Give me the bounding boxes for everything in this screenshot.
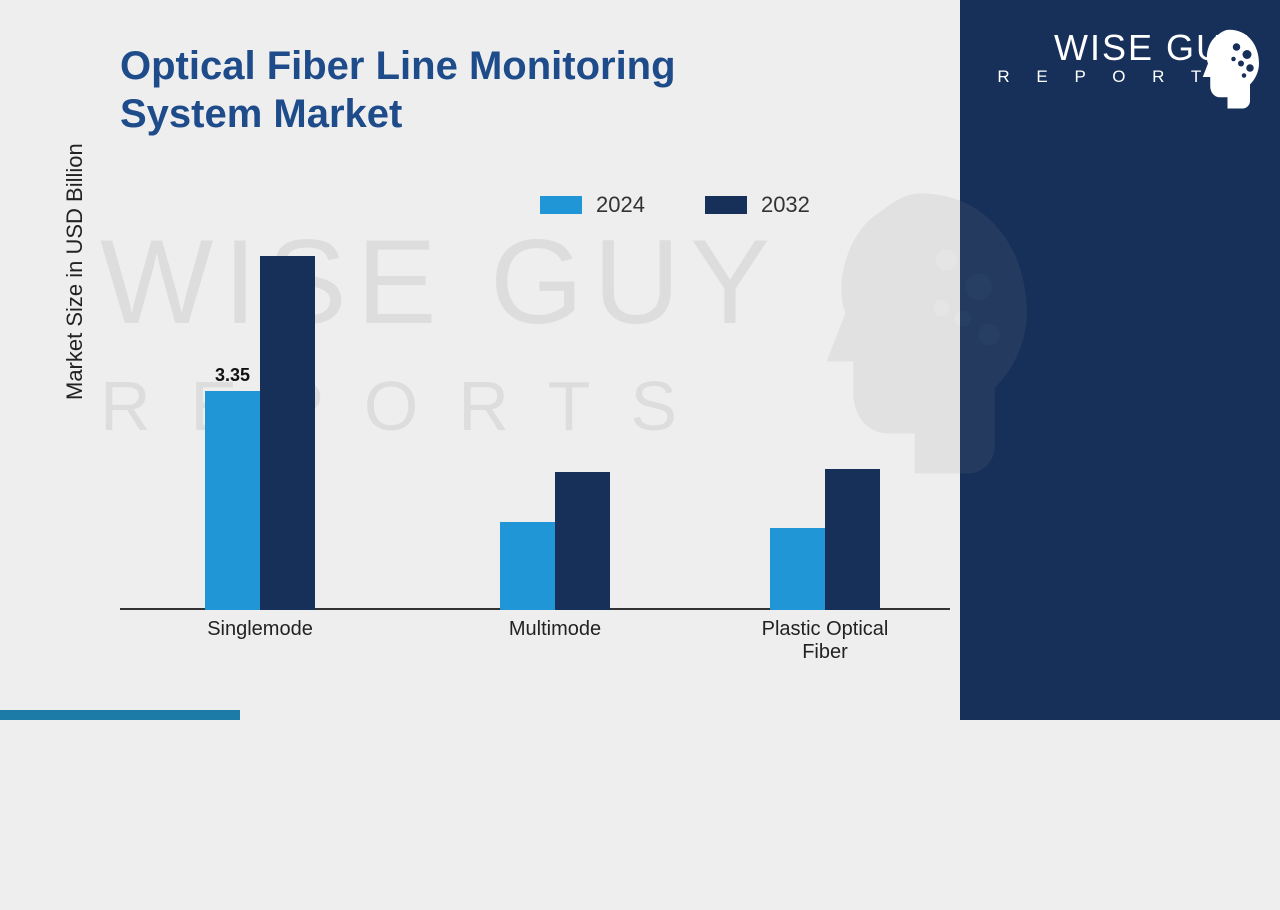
chart-plot-area: 3.35 [120, 230, 950, 610]
xlabel-1: Multimode [485, 618, 625, 641]
legend-swatch-2024 [540, 196, 582, 214]
xlabel-0: Singlemode [190, 618, 330, 641]
bar-2032-1 [555, 472, 610, 610]
bar-2032-0 [260, 256, 315, 610]
bottom-accent-strip [0, 710, 240, 720]
legend-label-2024: 2024 [596, 192, 645, 218]
legend-item-2032: 2032 [705, 192, 810, 218]
bar-2024-0: 3.35 [205, 391, 260, 610]
legend: 2024 2032 [540, 192, 810, 218]
bar-group-0: 3.35 [205, 256, 315, 610]
legend-item-2024: 2024 [540, 192, 645, 218]
bar-group-2 [770, 469, 880, 610]
bar-label-2024-0: 3.35 [215, 365, 250, 386]
chart-title: Optical Fiber Line Monitoring System Mar… [120, 42, 760, 138]
xlabel-2: Plastic Optical Fiber [755, 618, 895, 664]
logo-head-icon [1184, 26, 1274, 116]
y-axis-label: Market Size in USD Billion [62, 143, 88, 400]
legend-label-2032: 2032 [761, 192, 810, 218]
x-axis-labels: Singlemode Multimode Plastic Optical Fib… [120, 612, 950, 692]
bar-2032-2 [825, 469, 880, 610]
bar-2024-2 [770, 528, 825, 610]
bar-2024-1 [500, 522, 555, 610]
bar-group-1 [500, 472, 610, 610]
legend-swatch-2032 [705, 196, 747, 214]
